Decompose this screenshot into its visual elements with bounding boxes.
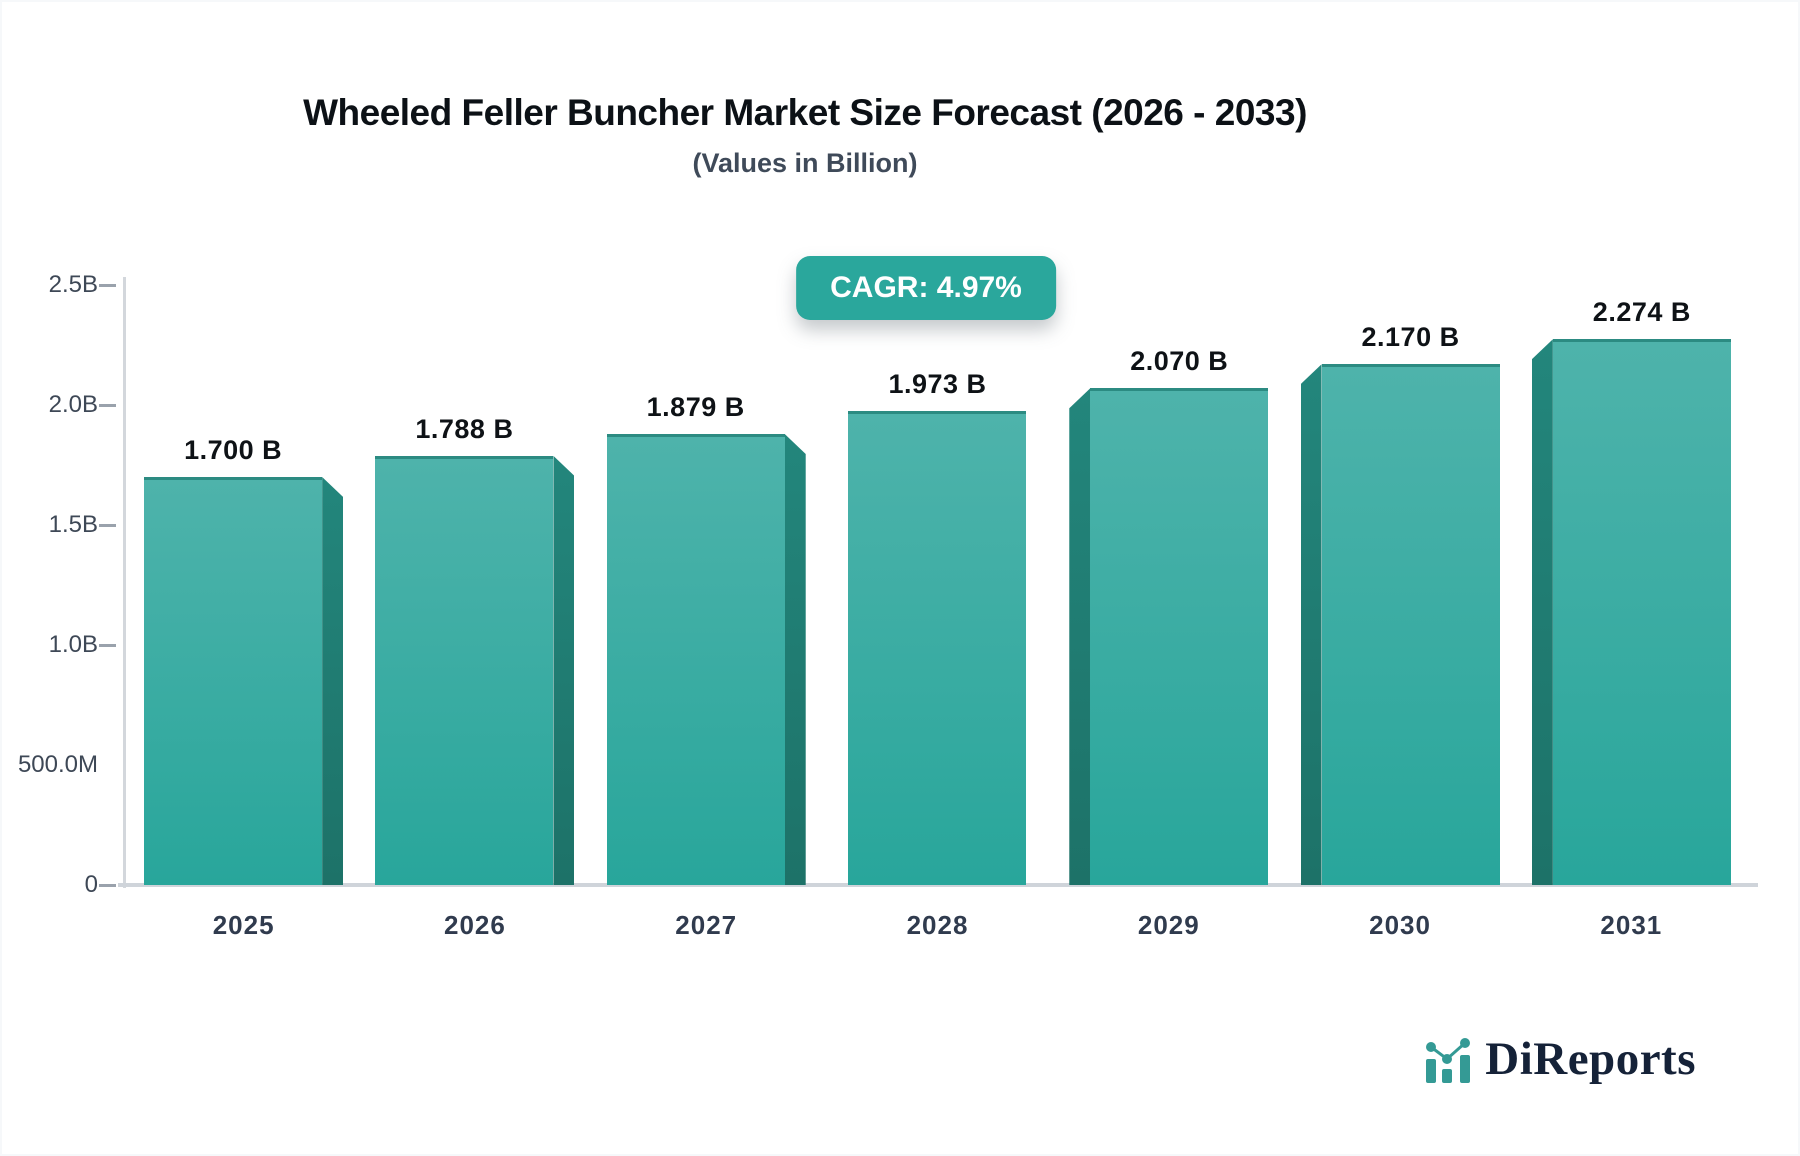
cagr-badge: CAGR: 4.97% [796,256,1056,320]
bar-chart-plot-area: 2.5B 2.0B 1.5B 1.0B 500.0M 0 2025 1.700 B 2026 1.… [18,271,1758,940]
bar-face [1090,388,1269,885]
bar-cell: 2.070 B [1053,285,1284,885]
y-axis-tick [99,884,116,887]
bar-2030: 2.170 B [1300,322,1500,885]
y-axis-label: 0 [84,871,98,898]
bar-2031: 2.274 B [1531,297,1731,885]
bar-side-shadow [1069,388,1091,885]
y-axis-tick [99,524,116,527]
y-axis-label: 500.0M [17,751,98,778]
bar-2027: 1.879 B [606,392,806,885]
x-axis-label: 2026 [444,910,506,940]
bar-face [1552,339,1731,885]
bar-2025: 1.700 B [144,435,344,885]
bar-cell: 1.788 B [359,285,590,885]
bar-cell: 2.274 B [1516,285,1747,885]
bar-side-shadow [553,455,575,885]
y-axis-label: 1.0B [48,631,98,658]
x-axis-label: 2029 [1137,910,1200,940]
bar-value-label: 2.170 B [1361,322,1460,353]
brand-name: DiReports [1485,1033,1696,1085]
bar-2029: 2.070 B [1069,346,1269,885]
direports-logo-icon [1426,1038,1471,1083]
y-axis-label: 1.5B [48,511,98,538]
x-axis-label: 2031 [1600,910,1663,940]
bar-value-label: 2.070 B [1130,346,1229,377]
brand-logo: DiReports [1423,1032,1696,1086]
bar-cell: 1.700 B [128,285,359,885]
y-axis-tick [99,404,116,407]
bar-face [1321,364,1500,885]
bar-cell: 1.879 B [591,285,822,885]
bar-face [606,434,785,885]
bar-side-shadow [1300,364,1322,885]
x-axis-label: 2027 [675,910,738,940]
chart-subtitle: (Values in Billion) [692,148,918,178]
bar-value-label: 1.879 B [646,392,745,423]
bar-cell: 2.170 B [1284,285,1515,885]
y-axis-label: 2.0B [48,391,98,418]
bar-value-label: 1.788 B [415,413,514,444]
x-axis-label: 2025 [212,910,275,940]
bar-value-label: 2.274 B [1592,297,1691,328]
y-axis-tick [99,284,116,287]
bar-side-shadow [784,434,806,885]
bar-side-shadow [322,477,344,885]
bar-value-label: 1.973 B [888,369,987,400]
y-axis-tick [99,644,116,647]
y-axis-label: 2.5B [48,271,98,298]
bar-value-label: 1.700 B [184,435,283,465]
x-axis-label: 2028 [906,910,969,940]
chart-title: Wheeled Feller Buncher Market Size Forec… [303,92,1307,133]
bar-side-shadow [1531,339,1553,885]
bar-2026: 1.788 B [375,414,575,885]
bar-face [848,411,1027,885]
bar-face [375,455,554,885]
bar-2028: 1.973 B [848,369,1027,885]
x-axis-baseline [118,883,1758,887]
bar-face [144,477,323,885]
y-axis-line [123,277,126,888]
bar-cell: 1.973 B [822,285,1053,885]
chart-header: Wheeled Feller Buncher Market Size Forec… [0,92,1610,179]
x-axis-label: 2030 [1369,910,1431,940]
